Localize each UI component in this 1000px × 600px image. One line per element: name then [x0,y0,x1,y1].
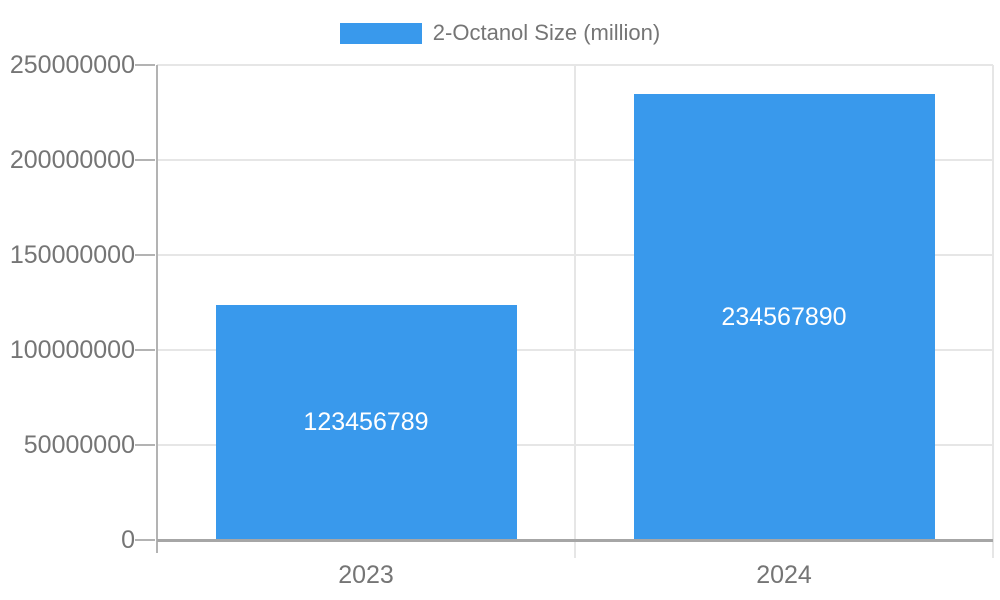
y-axis-tick-label: 50000000 [23,431,135,459]
legend-swatch [339,22,422,44]
plot-area: 123456789 234567890 [135,64,994,558]
category-gridline [574,65,576,558]
y-tick-mark [135,444,155,446]
y-tick-mark [135,539,155,541]
y-tick-mark [135,64,155,66]
y-tick-mark [135,254,155,256]
x-axis-category-label: 2023 [338,561,394,589]
bar-2024[interactable]: 234567890 [633,94,935,540]
y-axis-tick-label: 100000000 [9,336,135,364]
x-axis-category-label: 2024 [756,561,812,589]
bar-value-label: 123456789 [303,408,429,437]
category-gridline [992,65,994,558]
legend-label: 2-Octanol Size (million) [432,20,661,45]
y-axis-tick-label: 200000000 [9,146,135,174]
x-baseline [157,538,993,542]
bar-value-label: 234567890 [721,302,847,331]
y-tick-mark [135,349,155,351]
y-tick-mark [135,159,155,161]
bar-2023[interactable]: 123456789 [215,305,517,540]
y-axis-tick-label: 0 [121,526,135,554]
y-axis-tick-label: 250000000 [9,51,135,79]
y-axis-line [156,65,158,553]
legend-item[interactable]: 2-Octanol Size (million) [0,22,1000,44]
y-axis-tick-label: 150000000 [9,241,135,269]
